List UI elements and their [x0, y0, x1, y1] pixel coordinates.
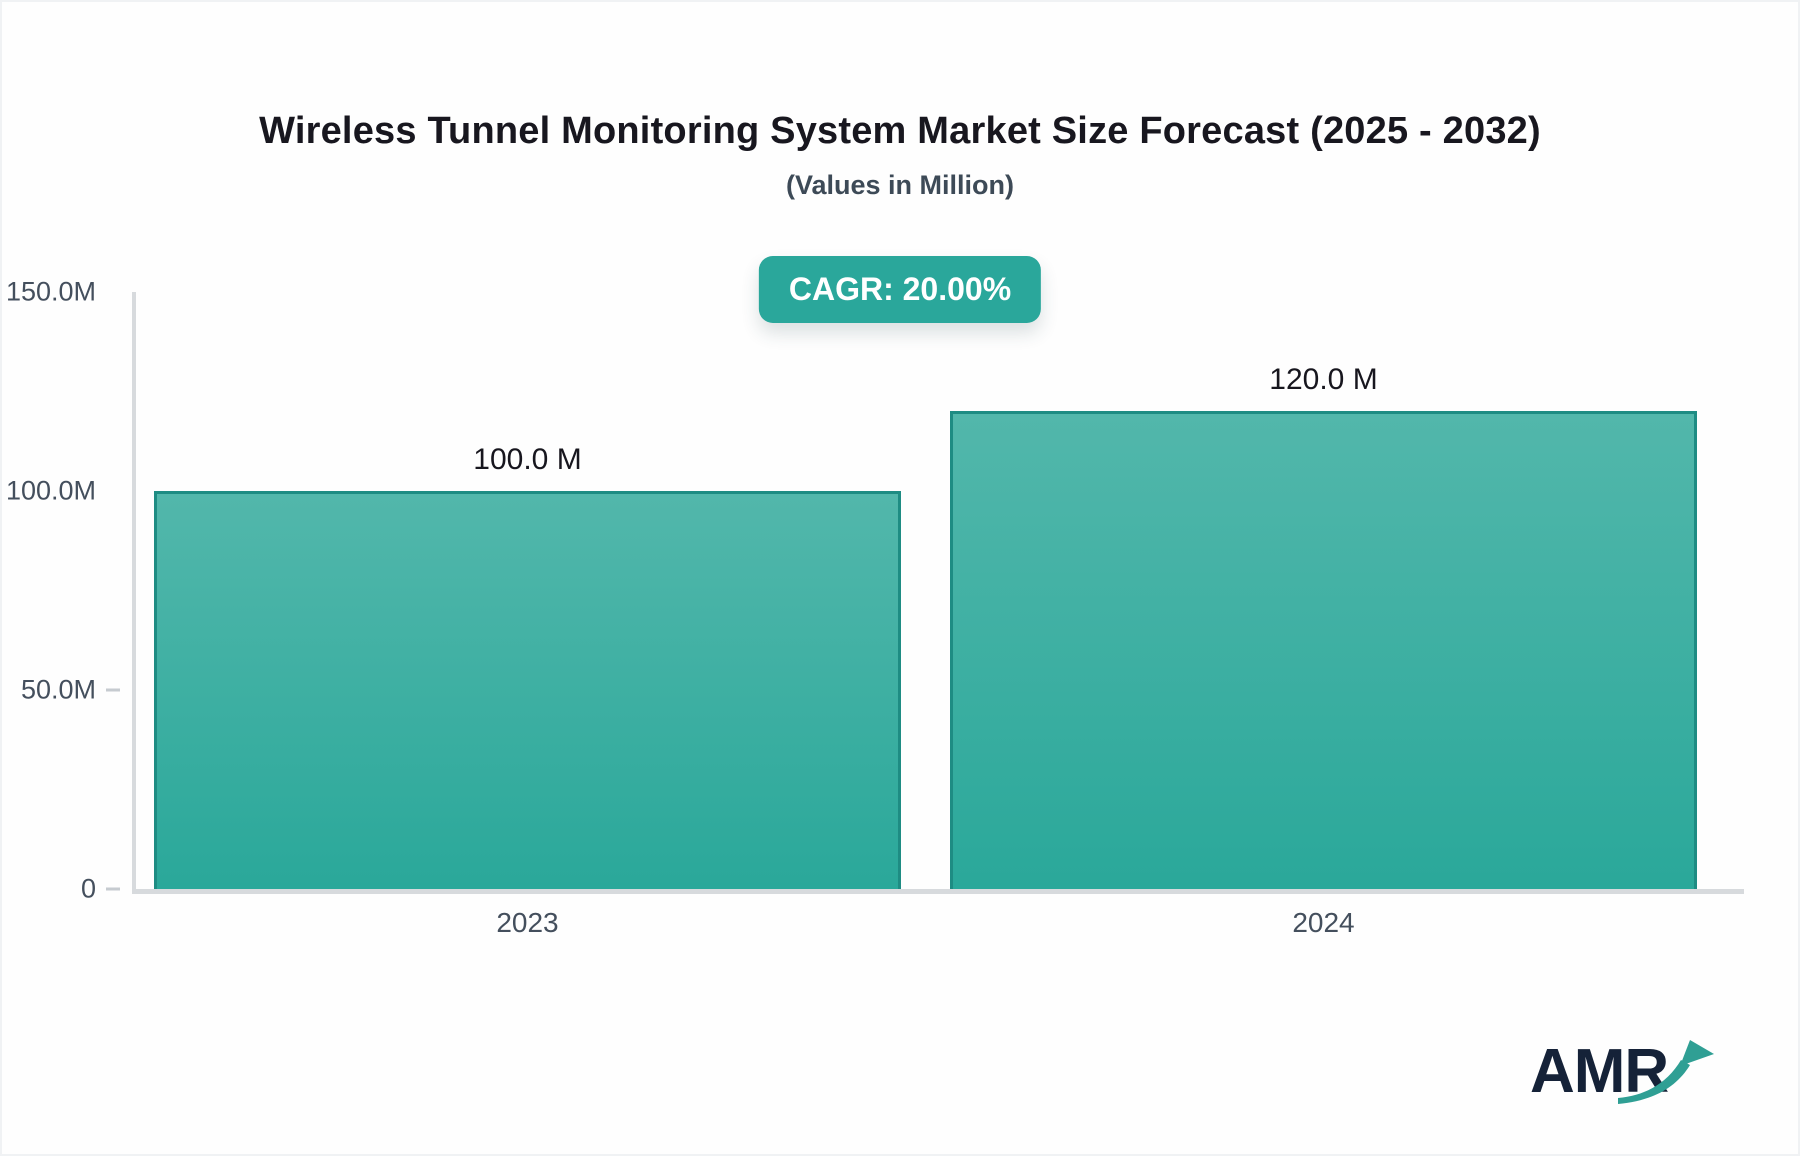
y-tick-mark: [106, 887, 120, 891]
x-axis-label: 2024: [1292, 907, 1355, 938]
plot-area: 150.0M 100.0M 50.0M 0 100.0 M 2023 120.0 M 2024: [6, 277, 1744, 938]
bar-2023: [154, 491, 901, 889]
arrow-head: [1680, 1040, 1714, 1066]
amr-logo: AMR: [1530, 1036, 1730, 1116]
y-tick-mark: [106, 688, 120, 692]
chart-title: Wireless Tunnel Monitoring System Market…: [259, 110, 1541, 152]
bar-column: 120.0 M 2024: [950, 292, 1697, 938]
y-tick-label: 100.0M: [5, 475, 96, 506]
y-tick-label: 150.0M: [5, 276, 96, 307]
bar-column: 100.0 M 2023: [154, 292, 901, 938]
bar-value-label: 100.0 M: [473, 443, 582, 477]
y-tick-label: 0: [80, 873, 96, 904]
chart-subtitle: (Values in Million): [785, 170, 1015, 200]
growth-arrow-icon: [1618, 1040, 1714, 1104]
y-tick-label: 50.0M: [20, 674, 96, 705]
x-axis-label: 2023: [496, 907, 559, 938]
bar-2024: [950, 411, 1697, 889]
cagr-badge: CAGR: 20.00%: [758, 256, 1042, 323]
bar-value-label: 120.0 M: [1269, 363, 1378, 397]
arrow-tail: [1618, 1060, 1690, 1104]
